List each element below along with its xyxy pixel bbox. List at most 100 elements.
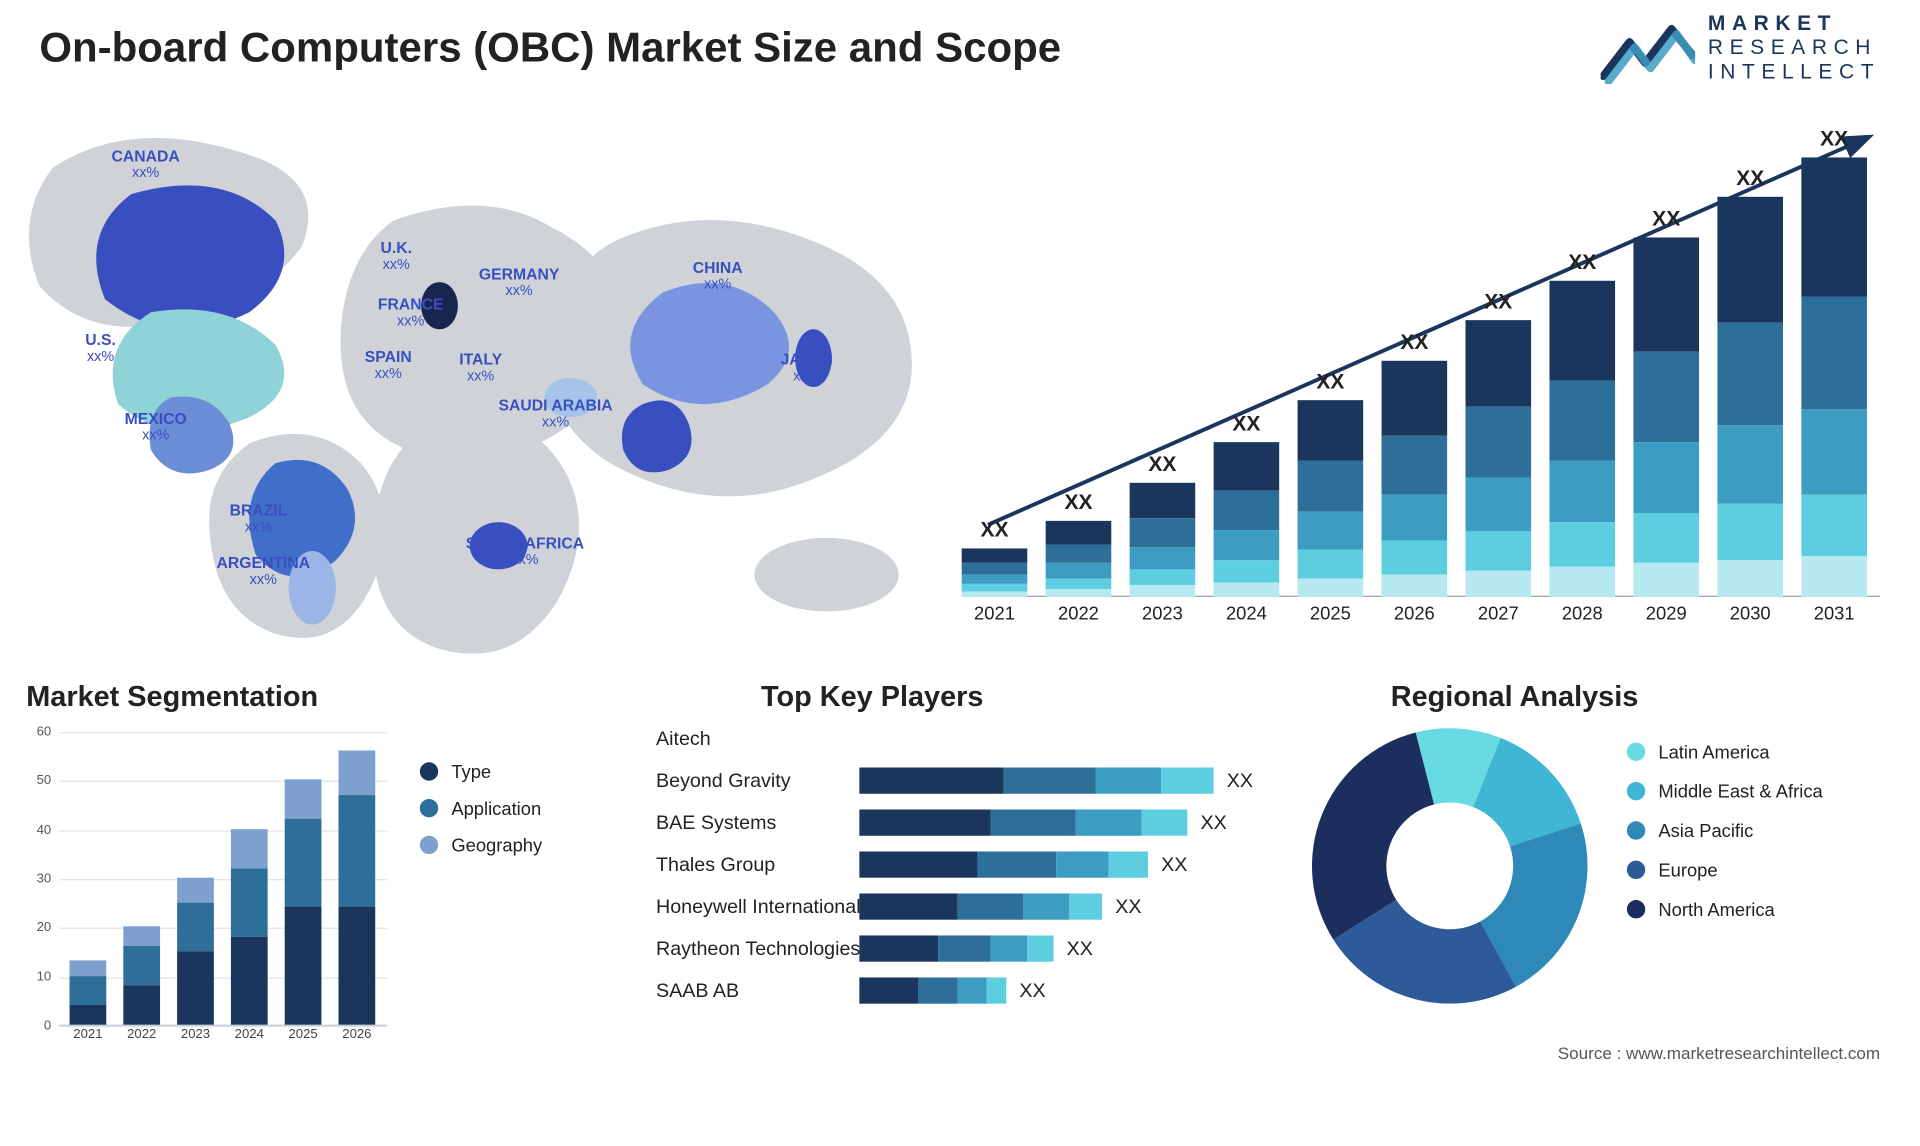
map-country-label: CHINAxx% [693,260,743,293]
regional-legend: Latin America Middle East & Africa Asia Pa… [1627,741,1823,938]
region-legend-item: Latin America [1627,741,1823,762]
region-legend-item: Middle East & Africa [1627,781,1823,802]
bar-year-label: 2028 [1543,597,1622,623]
player-bar [859,810,1187,836]
seg-year-label: 2023 [169,1025,221,1042]
player-name: Aitech [656,728,859,750]
seg-bar: 2024 [231,829,268,1025]
bar-year-label: 2031 [1795,597,1874,623]
bar-value-label: XX [1214,414,1280,443]
regional-donut [1312,728,1588,1004]
bar-year-label: 2029 [1627,597,1706,623]
bar-year-label: 2021 [955,597,1034,623]
map-country-label: FRANCExx% [378,297,444,330]
main-bar: XX2025 [1298,400,1364,597]
world-map: CANADAxx%U.S.xx%MEXICOxx%BRAZILxx%ARGENT… [26,115,944,653]
bar-year-label: 2030 [1711,597,1790,623]
regional-analysis: Latin America Middle East & Africa Asia Pa… [1312,715,1889,1043]
seg-bar: 2023 [177,878,214,1025]
player-bar [859,768,1213,794]
map-country-label: U.K.xx% [380,240,411,273]
player-name: Beyond Gravity [656,769,859,791]
region-legend-item: North America [1627,899,1823,920]
player-row: Aitech [656,722,1273,756]
seg-bar: 2026 [338,750,375,1024]
seg-bar: 2022 [123,927,160,1025]
main-bar: XX2027 [1466,319,1532,596]
bar-value-label: XX [1633,209,1699,238]
player-value-label: XX [1067,937,1093,959]
region-legend-item: Europe [1627,859,1823,880]
map-country-label: CANADAxx% [112,148,180,181]
seg-year-label: 2022 [115,1025,167,1042]
bar-value-label: XX [962,520,1028,549]
seg-ytick: 60 [37,725,59,739]
player-row: Raytheon Technologies XX [656,932,1273,966]
bar-value-label: XX [1382,332,1448,361]
seg-ytick: 0 [44,1019,59,1033]
map-country-label: U.S.xx% [85,332,116,365]
player-bar [859,851,1148,877]
donut-slice [1312,732,1434,939]
segmentation-chart: 0102030405060202120222023202420252026 Ty… [26,722,616,1050]
player-name: Honeywell International [656,895,859,917]
seg-ytick: 30 [37,872,59,886]
main-bar: XX2026 [1382,360,1448,597]
bar-value-label: XX [1549,251,1615,280]
bar-year-label: 2025 [1291,597,1370,623]
map-country-label: SAUDI ARABIAxx% [499,398,613,431]
main-bar: XX2024 [1214,442,1280,597]
map-country-label: ITALYxx% [459,352,502,385]
map-country-label: SOUTH AFRICAxx% [466,535,584,568]
bar-value-label: XX [1801,129,1867,158]
logo-line-3: INTELLECT [1708,61,1880,85]
player-bar [859,893,1102,919]
map-country-label: MEXICOxx% [125,411,187,444]
main-bar: XX2030 [1717,197,1783,597]
main-bar: XX2031 [1801,157,1867,597]
bar-value-label: XX [1466,291,1532,320]
player-bar [859,935,1053,961]
main-bar: XX2028 [1549,280,1615,597]
section-title-segmentation: Market Segmentation [26,680,318,714]
segmentation-legend: TypeApplicationGeography [420,761,542,871]
player-value-label: XX [1161,853,1187,875]
player-name: SAAB AB [656,979,859,1001]
top-key-players: AitechBeyond GravityXXBAE SystemsXXThale… [656,722,1273,1050]
main-bar: XX2021 [962,549,1028,597]
source-text: Source : www.marketresearchintellect.com [1558,1043,1880,1063]
player-value-label: XX [1227,769,1253,791]
player-row: Honeywell International XX [656,890,1273,924]
bar-value-label: XX [1298,371,1364,400]
bar-value-label: XX [1717,168,1783,197]
seg-legend-item: Application [420,798,542,819]
seg-bar: 2025 [285,780,322,1025]
logo-line-2: RESEARCH [1708,37,1880,61]
seg-bar: 2021 [70,961,107,1025]
region-legend-item: Asia Pacific [1627,820,1823,841]
bar-year-label: 2027 [1459,597,1538,623]
player-value-label: XX [1200,811,1226,833]
main-bar: XX2023 [1130,483,1196,597]
player-value-label: XX [1019,979,1045,1001]
seg-legend-item: Type [420,761,542,782]
logo-line-1: MARKET [1708,13,1880,37]
logo-mark-icon [1600,15,1694,83]
bar-value-label: XX [1046,492,1112,521]
seg-ytick: 50 [37,774,59,788]
player-bar [859,977,1006,1003]
map-country-label: ARGENTINAxx% [216,555,310,588]
player-name: Thales Group [656,853,859,875]
seg-year-label: 2025 [277,1025,329,1042]
player-row: SAAB AB XX [656,974,1273,1008]
player-row: BAE SystemsXX [656,806,1273,840]
main-bar: XX2029 [1633,238,1699,597]
player-name: Raytheon Technologies [656,937,859,959]
player-value-label: XX [1115,895,1141,917]
bar-year-label: 2022 [1039,597,1118,623]
bar-year-label: 2024 [1207,597,1286,623]
map-country-label: INDIAxx% [640,424,683,457]
main-bar-chart: XX2021XX2022XX2023XX2024XX2025XX2026XX20… [962,131,1880,630]
map-country-label: SPAINxx% [365,349,412,382]
bar-value-label: XX [1130,455,1196,484]
